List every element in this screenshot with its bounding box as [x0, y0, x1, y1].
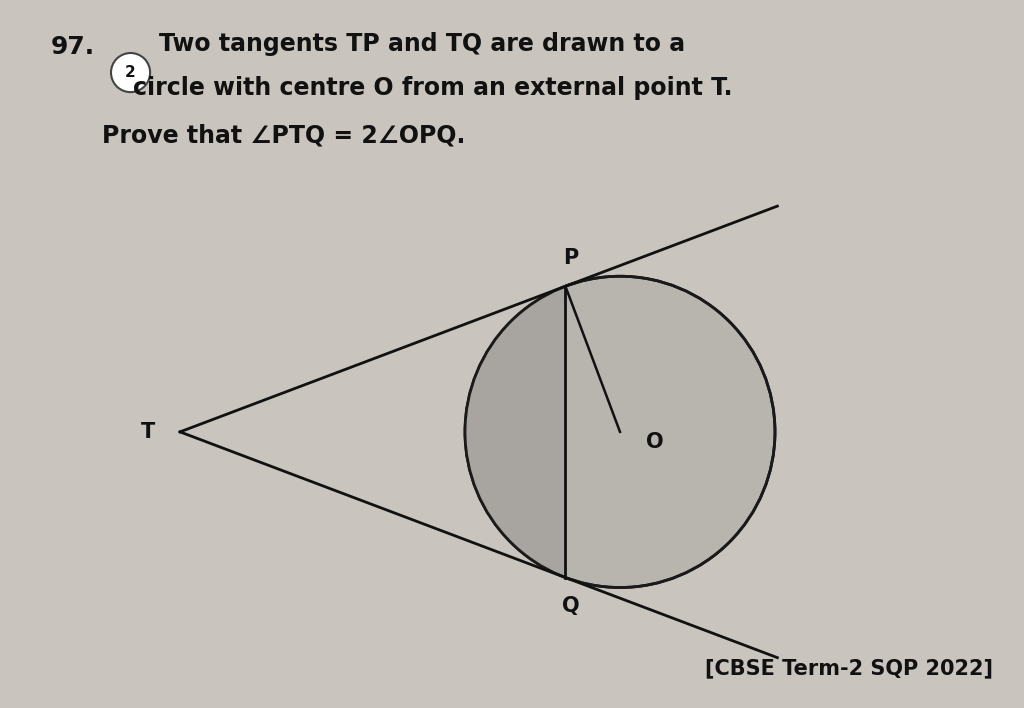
- Text: 2: 2: [125, 65, 136, 80]
- Text: O: O: [646, 432, 664, 452]
- Circle shape: [465, 276, 775, 588]
- Text: P: P: [563, 248, 578, 268]
- Text: Two tangents TP and TQ are drawn to a: Two tangents TP and TQ are drawn to a: [159, 32, 685, 56]
- Circle shape: [111, 53, 151, 92]
- Polygon shape: [465, 286, 565, 578]
- Text: T: T: [140, 422, 155, 442]
- Text: circle with centre O from an external point T.: circle with centre O from an external po…: [133, 76, 732, 100]
- Text: 97.: 97.: [51, 35, 95, 59]
- Text: Q: Q: [561, 595, 580, 616]
- Text: Prove that ∠PTQ = 2∠OPQ.: Prove that ∠PTQ = 2∠OPQ.: [102, 124, 466, 148]
- Text: [CBSE Term-2 SQP 2022]: [CBSE Term-2 SQP 2022]: [706, 658, 993, 678]
